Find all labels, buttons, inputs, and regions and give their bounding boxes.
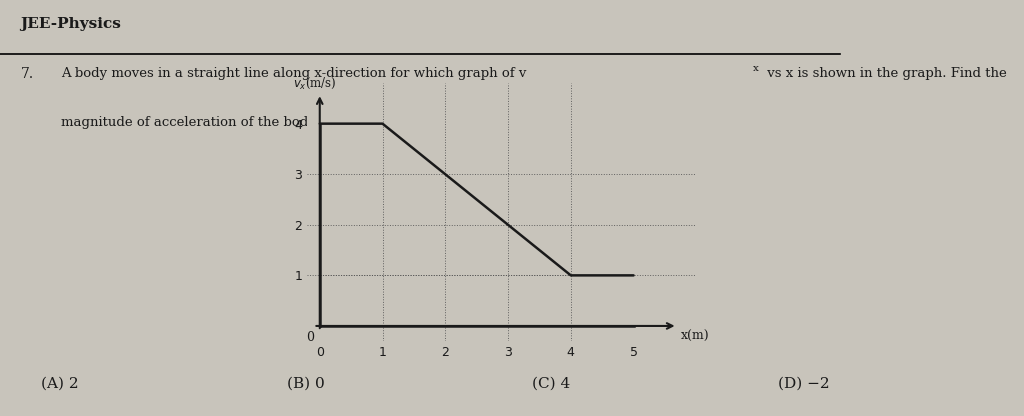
Text: 7.: 7.: [20, 67, 34, 81]
Text: magnitude of acceleration of the body at x = 3m?: magnitude of acceleration of the body at…: [61, 116, 393, 129]
Text: x: x: [753, 64, 759, 74]
Text: A body moves in a straight line along x-direction for which graph of v: A body moves in a straight line along x-…: [61, 67, 526, 79]
Text: $v_x$(m/s): $v_x$(m/s): [293, 76, 337, 91]
Text: (D) −2: (D) −2: [778, 377, 829, 391]
Text: (A) 2: (A) 2: [41, 377, 79, 391]
Text: vs x is shown in the graph. Find the: vs x is shown in the graph. Find the: [763, 67, 1007, 79]
Text: x(m): x(m): [681, 330, 710, 343]
Text: JEE-Physics: JEE-Physics: [20, 17, 122, 31]
Text: (C) 4: (C) 4: [532, 377, 570, 391]
Text: (B) 0: (B) 0: [287, 377, 325, 391]
Text: 0: 0: [306, 331, 314, 344]
